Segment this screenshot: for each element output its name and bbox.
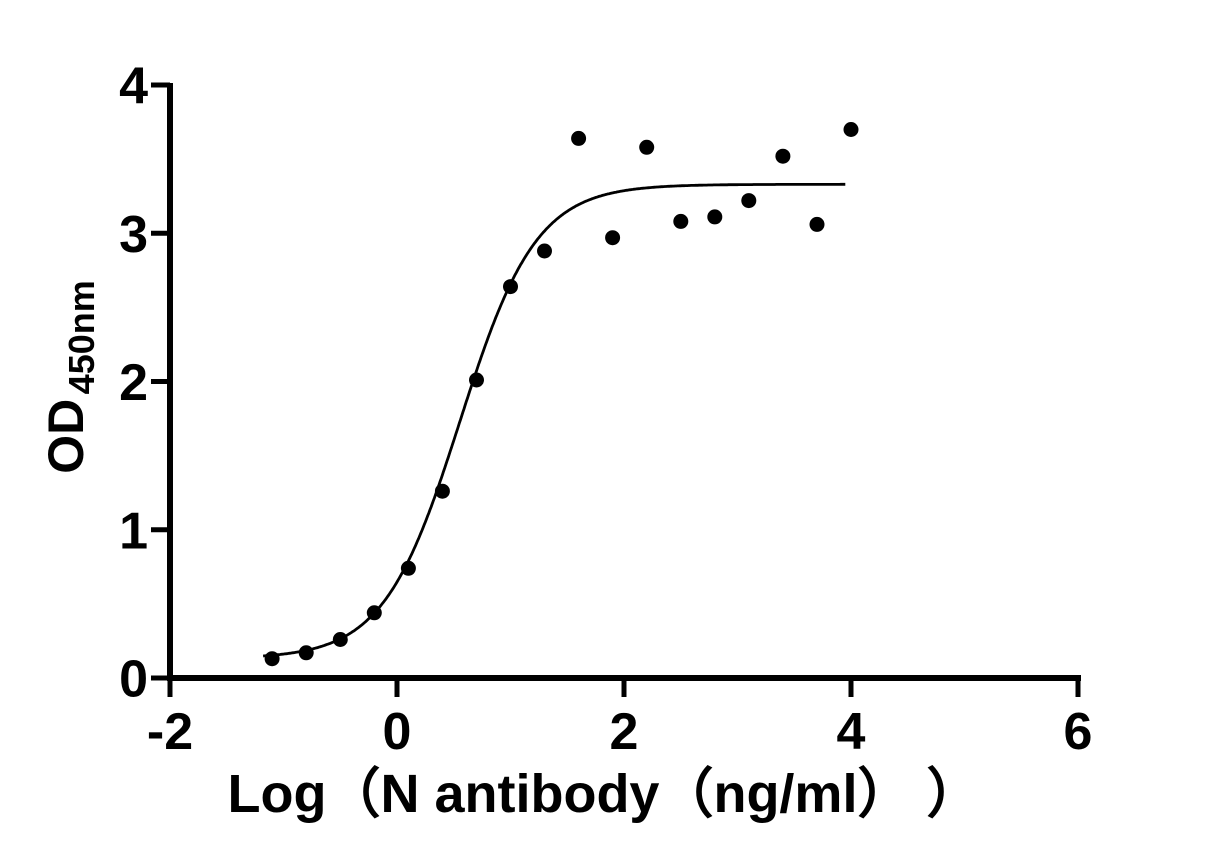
data-point-16 bbox=[809, 216, 825, 232]
y-tick-label-0: 0 bbox=[119, 651, 148, 709]
data-point-5 bbox=[434, 483, 450, 499]
data-point-15 bbox=[775, 148, 791, 164]
x-tick-label-4: 4 bbox=[837, 703, 866, 761]
data-point-2 bbox=[332, 632, 348, 647]
data-point-7 bbox=[503, 279, 518, 295]
fit-curve-line bbox=[262, 182, 846, 658]
data-point-6 bbox=[469, 372, 484, 388]
y-tick-label-4: 4 bbox=[119, 58, 148, 116]
data-point-14 bbox=[741, 193, 757, 209]
data-point-1 bbox=[298, 645, 314, 661]
x-tick-label-2: 2 bbox=[610, 703, 639, 761]
y-axis-title-subscript: 450nm bbox=[61, 280, 102, 394]
x-axis-ticks: -2 0 2 4 6 bbox=[147, 678, 1093, 761]
data-point-4 bbox=[400, 560, 416, 576]
y-tick-label-3: 3 bbox=[119, 206, 148, 264]
data-point-10 bbox=[605, 230, 621, 246]
data-point-9 bbox=[571, 130, 587, 146]
y-tick-label-1: 1 bbox=[119, 502, 148, 560]
data-point-13 bbox=[707, 209, 723, 225]
data-point-17 bbox=[843, 122, 859, 137]
data-point-0 bbox=[264, 651, 280, 667]
y-axis-ticks: 0 1 2 3 4 bbox=[119, 58, 170, 709]
data-points-group bbox=[264, 122, 859, 667]
y-tick-label-2: 2 bbox=[119, 354, 148, 412]
x-tick-label-0: 0 bbox=[383, 703, 412, 761]
data-point-12 bbox=[673, 213, 689, 229]
x-tick-label--2: -2 bbox=[147, 703, 193, 761]
x-axis-title: Log（N antibody（ng/ml） ） bbox=[228, 764, 981, 824]
data-point-11 bbox=[639, 139, 655, 155]
y-axis-title: OD 450nm bbox=[38, 280, 102, 474]
data-point-8 bbox=[537, 243, 552, 259]
data-point-3 bbox=[366, 605, 382, 621]
x-tick-label-6: 6 bbox=[1064, 703, 1093, 761]
y-axis-title-main: OD bbox=[38, 399, 94, 474]
